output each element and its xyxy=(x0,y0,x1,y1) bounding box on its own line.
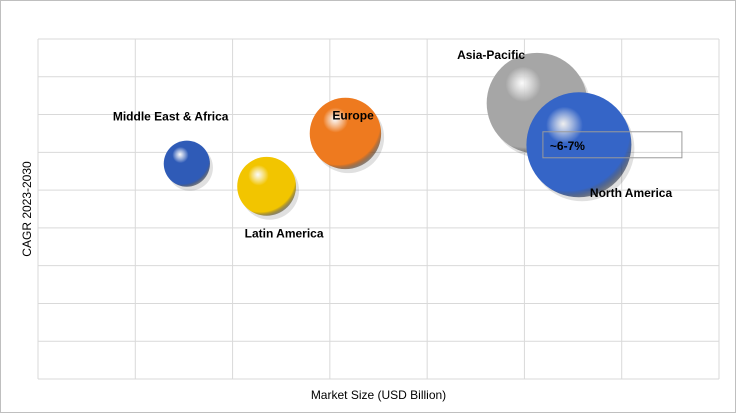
bubble-label: Asia-Pacific xyxy=(457,48,525,62)
x-axis-title: Market Size (USD Billion) xyxy=(311,388,446,402)
annotation-label: ~6-7% xyxy=(550,139,585,153)
bubble-north-america xyxy=(526,92,632,198)
grid xyxy=(37,38,720,380)
bubble-label: North America xyxy=(590,186,673,200)
bubble-label: Europe xyxy=(332,108,374,122)
y-axis-title: CAGR 2023-2030 xyxy=(20,161,34,257)
bubble-middle-east-africa xyxy=(163,140,210,187)
bubble-latin-america xyxy=(237,156,297,216)
bubble-europe xyxy=(309,97,382,170)
bubble-label: Middle East & Africa xyxy=(113,110,229,124)
annotation-box xyxy=(542,131,683,159)
bubble-label: Latin America xyxy=(245,226,324,240)
